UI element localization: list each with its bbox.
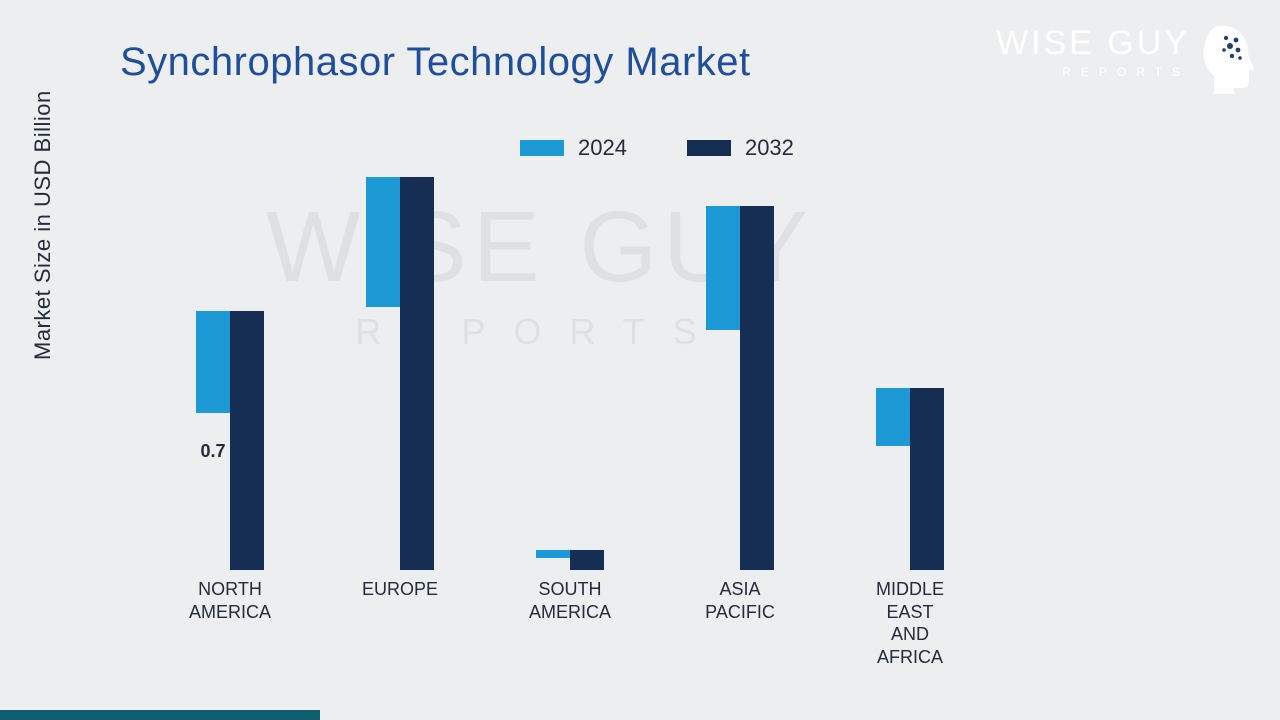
bar [400,177,434,570]
bar [740,206,774,570]
x-axis-label: SOUTH AMERICA [500,578,640,623]
legend-item-2024: 2024 [520,135,627,161]
y-axis-label: Market Size in USD Billion [30,90,56,360]
bar [196,311,230,413]
bar [910,388,944,570]
bar-group [840,388,980,570]
legend-item-2032: 2032 [687,135,794,161]
legend-swatch-2032 [687,140,731,156]
logo-line2: REPORTS [996,65,1190,79]
bar-group [160,311,300,570]
x-axis-label: NORTH AMERICA [160,578,300,623]
bar [570,550,604,570]
legend-swatch-2024 [520,140,564,156]
legend-label-2024: 2024 [578,135,627,161]
bar-group [670,206,810,570]
bar [230,311,264,570]
logo-line1: WISE GUY [996,24,1190,63]
bar-chart: 0.7 [120,170,990,570]
legend: 2024 2032 [520,135,794,161]
legend-label-2032: 2032 [745,135,794,161]
x-axis-label: EUROPE [330,578,470,601]
bar [706,206,740,330]
bar [536,550,570,559]
bar-value-label: 0.7 [200,441,225,462]
bar-group [500,550,640,570]
x-axis-label: ASIA PACIFIC [670,578,810,623]
stage: WISE GUY REPORTS Synchrophasor Technolog… [0,0,1280,720]
chart-title: Synchrophasor Technology Market [120,40,751,85]
brand-logo: WISE GUY REPORTS [996,24,1256,79]
bar [876,388,910,446]
x-axis-label: MIDDLE EAST AND AFRICA [840,578,980,668]
bar [366,177,400,306]
x-axis-labels: NORTH AMERICA EUROPE SOUTH AMERICA ASIA PAC… [120,578,990,698]
bar-group [330,177,470,570]
bottom-left-accent [0,710,320,720]
